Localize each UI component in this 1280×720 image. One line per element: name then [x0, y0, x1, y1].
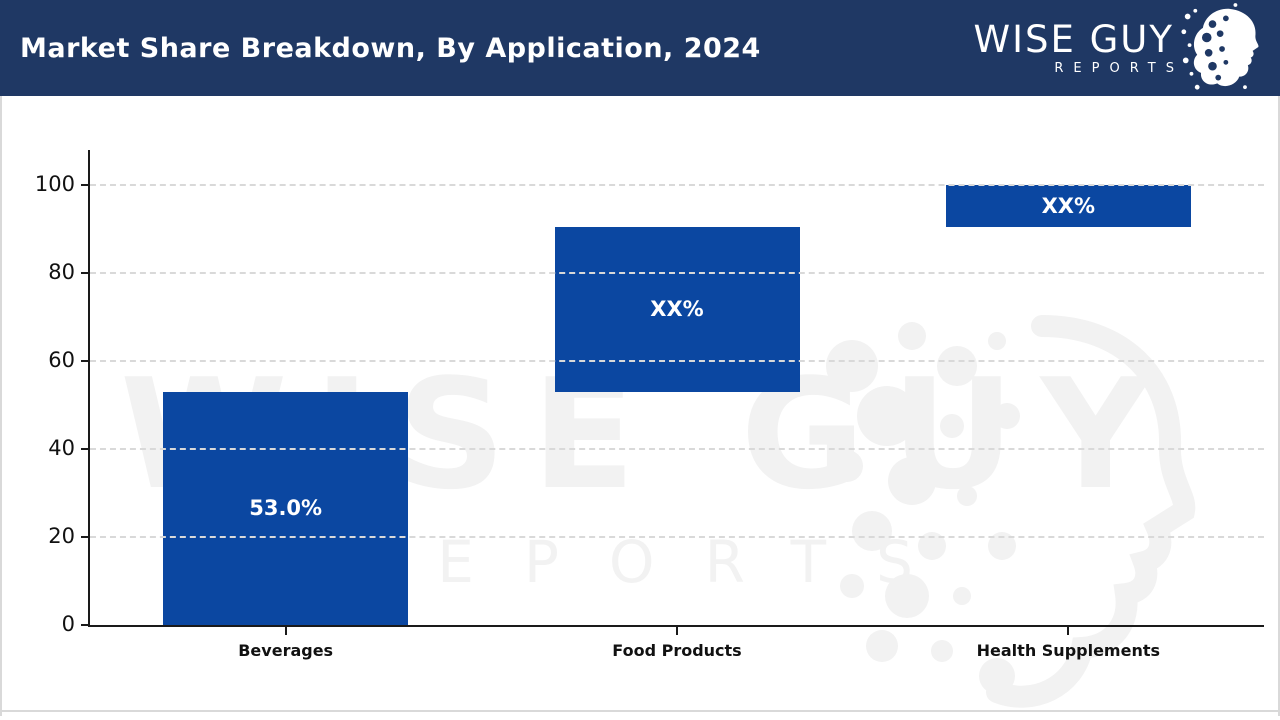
bar-value-label: 53.0% [249, 496, 323, 521]
y-tick-label-20: 20 [48, 524, 75, 548]
category-label-0: Beverages [238, 641, 334, 660]
logo-subtitle: REPORTS [1054, 60, 1184, 76]
bottom-frame-line [2, 710, 1280, 712]
chart-canvas: WISE GUY REPORTS 0 20 40 60 80 100 53.0% Bevera… [0, 96, 1280, 716]
y-tick-100 [81, 184, 90, 186]
category-label-1: Food Products [612, 641, 742, 660]
x-axis-line [88, 625, 1264, 627]
logo-head-icon [1181, 3, 1259, 90]
y-tick-label-0: 0 [61, 612, 75, 636]
logo-wordmark: WISE GUY [973, 17, 1174, 61]
gridline-y-80 [90, 272, 1264, 274]
y-tick-0 [81, 624, 90, 626]
header-bar: Market Share Breakdown, By Application, … [0, 0, 1280, 96]
y-tick-label-40: 40 [48, 436, 75, 460]
bar-health-supplements: XX% [945, 185, 1191, 227]
y-tick-label-80: 80 [48, 260, 75, 284]
y-tick-label-60: 60 [48, 348, 75, 372]
bar-beverages: 53.0% [163, 391, 409, 625]
gridline-y-20 [90, 536, 1264, 538]
category-label-2: Health Supplements [976, 641, 1161, 660]
y-axis-line [88, 150, 90, 627]
gridline-y-60 [90, 360, 1264, 362]
y-tick-label-100: 100 [34, 172, 75, 196]
y-tick-60 [81, 360, 90, 362]
bar-value-label: XX% [1041, 193, 1096, 218]
watermark-head-graphic [826, 315, 1196, 708]
x-tick-0 [284, 627, 287, 635]
y-tick-20 [81, 536, 90, 538]
gridline-y-40 [90, 448, 1264, 450]
x-tick-2 [1067, 627, 1070, 635]
wise-guy-reports-logo: WISE GUY REPORTS [974, 0, 1266, 96]
page-title: Market Share Breakdown, By Application, … [20, 32, 761, 64]
x-tick-1 [676, 627, 678, 635]
gridline-y-100 [90, 184, 1264, 186]
y-tick-80 [81, 272, 90, 274]
bar-value-label: XX% [650, 297, 704, 322]
logo-text: WISE GUY REPORTS [974, 21, 1174, 76]
y-tick-40 [81, 448, 90, 450]
bar-food-products: XX% [554, 226, 800, 392]
watermark-subtitle: REPORTS [347, 528, 963, 596]
